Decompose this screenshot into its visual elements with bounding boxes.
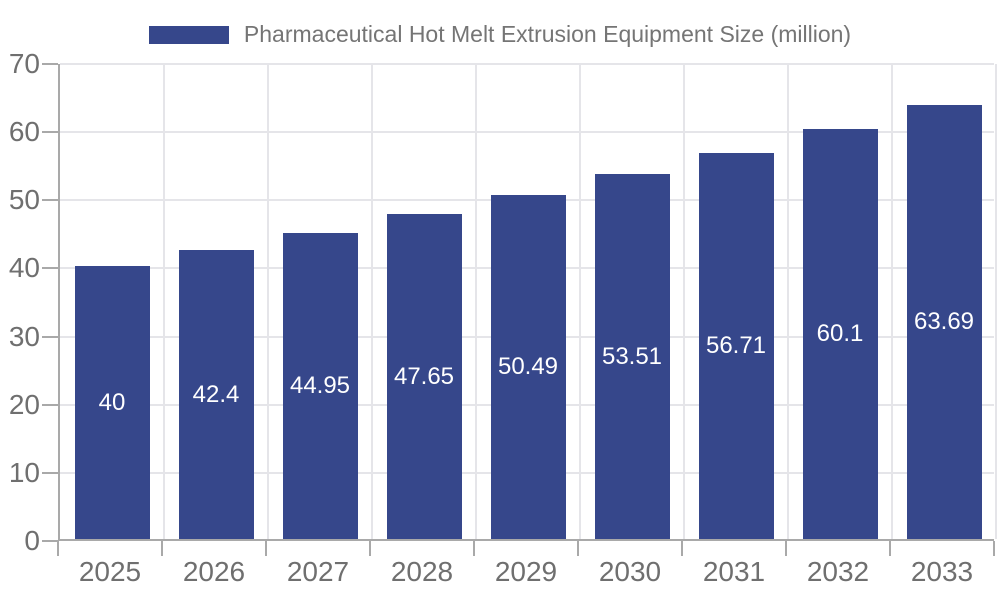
y-axis-tick-label: 50	[8, 184, 40, 216]
gridline-vertical	[163, 64, 165, 539]
bar-value-label: 40	[98, 388, 126, 416]
x-axis-tick	[473, 541, 475, 556]
bar[interactable]: 47.65	[386, 214, 462, 539]
y-axis-tick-label: 20	[8, 388, 40, 420]
plot-area: 40 42.4 44.95 47.65 50.49 53.51 56.71 60.1 63.69	[58, 63, 997, 541]
y-axis-tick-label: 0	[24, 525, 40, 556]
x-axis-tick-label: 2030	[598, 556, 662, 587]
x-axis-tick	[369, 541, 371, 556]
x-axis-tick	[161, 541, 163, 556]
x-axis-tick	[265, 541, 267, 556]
y-axis-tick-label: 10	[8, 456, 40, 488]
gridline-vertical	[995, 64, 997, 539]
legend-swatch	[148, 25, 229, 44]
x-axis-tick-label: 2025	[78, 556, 142, 587]
bar[interactable]: 56.71	[698, 152, 774, 539]
x-axis-tick-label: 2031	[702, 556, 766, 587]
bar[interactable]: 63.69	[906, 105, 982, 539]
y-axis-tick	[42, 471, 58, 474]
bar-value-label: 60.1	[816, 320, 864, 348]
legend-label: Pharmaceutical Hot Melt Extrusion Equipm…	[243, 21, 852, 47]
y-axis-tick	[42, 131, 58, 134]
gridline-vertical	[683, 64, 685, 539]
y-axis-tick	[42, 403, 58, 406]
bar[interactable]: 60.1	[802, 129, 878, 539]
bar[interactable]: 50.49	[490, 194, 566, 539]
x-axis-tick	[785, 541, 787, 556]
y-axis-tick	[42, 63, 58, 65]
bar[interactable]: 42.4	[178, 250, 254, 539]
y-axis-tick	[42, 540, 58, 542]
bar-value-label: 42.4	[192, 380, 240, 408]
bar[interactable]: 44.95	[282, 232, 358, 539]
x-axis-tick	[57, 541, 59, 556]
x-axis-tick	[681, 541, 683, 556]
gridline-vertical	[371, 64, 373, 539]
gridline-vertical	[787, 64, 789, 539]
y-axis-tick	[42, 199, 58, 202]
x-axis-tick-label: 2029	[494, 556, 558, 587]
gridline-horizontal	[60, 131, 994, 134]
bar-value-label: 44.95	[289, 371, 351, 399]
y-axis-tick-label: 40	[8, 252, 40, 284]
bar[interactable]: 53.51	[594, 174, 670, 539]
y-axis-tick-label: 60	[8, 116, 40, 148]
bar-value-label: 47.65	[393, 362, 455, 390]
gridline-vertical	[267, 64, 269, 539]
x-axis-tick	[993, 541, 995, 556]
x-axis-tick	[577, 541, 579, 556]
y-axis-tick	[42, 335, 58, 338]
y-axis-tick	[42, 267, 58, 270]
x-axis-tick-label: 2028	[390, 556, 454, 587]
gridline-horizontal	[60, 63, 994, 65]
x-axis-tick-label: 2027	[286, 556, 350, 587]
bar-value-label: 50.49	[497, 352, 559, 380]
x-axis-tick-label: 2026	[182, 556, 246, 587]
y-axis-tick-label: 70	[8, 48, 40, 79]
gridline-vertical	[579, 64, 581, 539]
bar[interactable]: 40	[74, 266, 150, 539]
bar-value-label: 53.51	[601, 342, 663, 370]
gridline-vertical	[475, 64, 477, 539]
y-axis-tick-label: 30	[8, 320, 40, 352]
chart-legend[interactable]: Pharmaceutical Hot Melt Extrusion Equipm…	[0, 21, 1000, 48]
gridline-vertical	[891, 64, 893, 539]
x-axis-tick-label: 2033	[910, 556, 974, 587]
bar-value-label: 63.69	[913, 308, 975, 335]
bar-value-label: 56.71	[705, 331, 767, 359]
x-axis-tick	[889, 541, 891, 556]
x-axis-tick-label: 2032	[806, 556, 870, 587]
